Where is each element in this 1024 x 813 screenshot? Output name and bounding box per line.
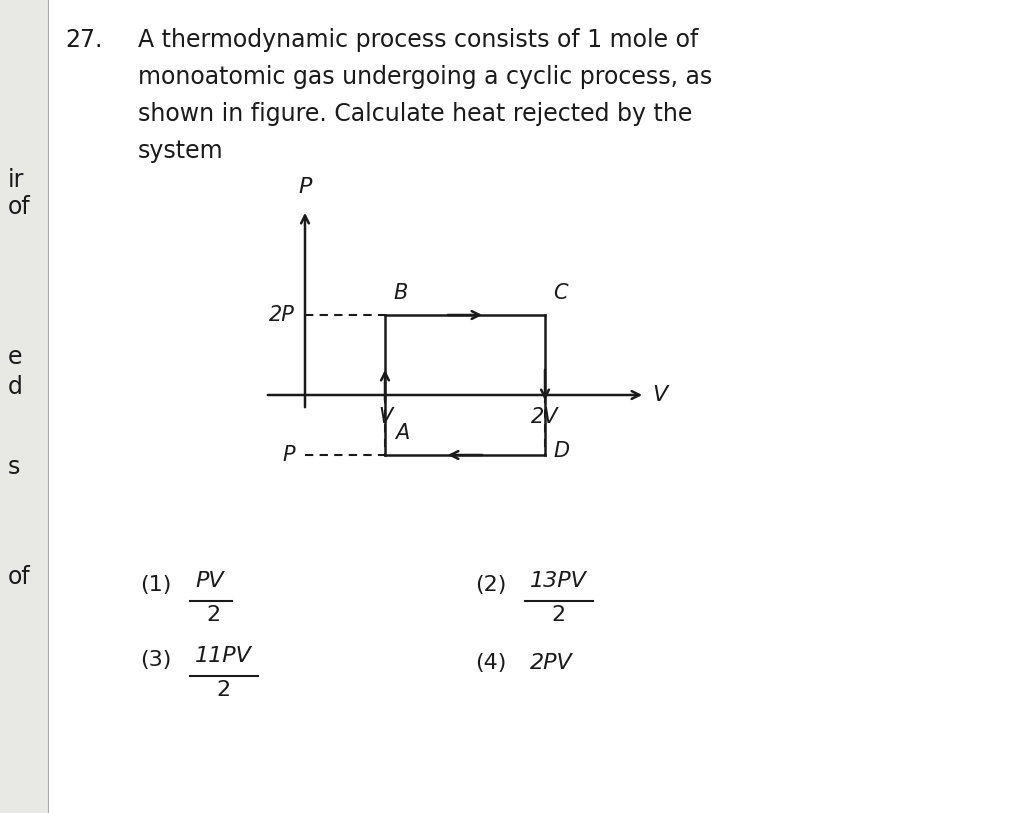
Text: 13PV: 13PV: [530, 571, 587, 591]
Text: P: P: [283, 445, 295, 465]
Text: B: B: [393, 283, 408, 303]
Text: monoatomic gas undergoing a cyclic process, as: monoatomic gas undergoing a cyclic proce…: [138, 65, 713, 89]
Text: system: system: [138, 139, 223, 163]
Text: D: D: [553, 441, 569, 461]
Text: 11PV: 11PV: [195, 646, 252, 666]
Text: P: P: [298, 177, 311, 197]
Text: A: A: [395, 423, 410, 443]
Text: 2: 2: [216, 680, 230, 700]
Text: C: C: [553, 283, 567, 303]
Text: A thermodynamic process consists of 1 mole of: A thermodynamic process consists of 1 mo…: [138, 28, 698, 52]
Text: (2): (2): [475, 575, 507, 595]
Text: V: V: [652, 385, 668, 405]
Text: 2V: 2V: [531, 407, 559, 427]
Text: 2PV: 2PV: [530, 653, 572, 673]
Text: (1): (1): [140, 575, 171, 595]
Text: 2P: 2P: [269, 305, 295, 325]
Text: of: of: [8, 195, 31, 219]
Text: 2: 2: [206, 605, 220, 625]
Text: d: d: [8, 375, 23, 399]
Text: s: s: [8, 455, 20, 479]
Text: shown in figure. Calculate heat rejected by the: shown in figure. Calculate heat rejected…: [138, 102, 692, 126]
Text: (3): (3): [140, 650, 171, 670]
Text: PV: PV: [195, 571, 223, 591]
Text: (4): (4): [475, 653, 507, 673]
Text: of: of: [8, 565, 31, 589]
Text: V: V: [378, 407, 392, 427]
Text: 2: 2: [551, 605, 565, 625]
Text: 27.: 27.: [65, 28, 102, 52]
Text: ir: ir: [8, 168, 25, 192]
Bar: [0, 0, 48, 813]
Text: e: e: [8, 345, 23, 369]
